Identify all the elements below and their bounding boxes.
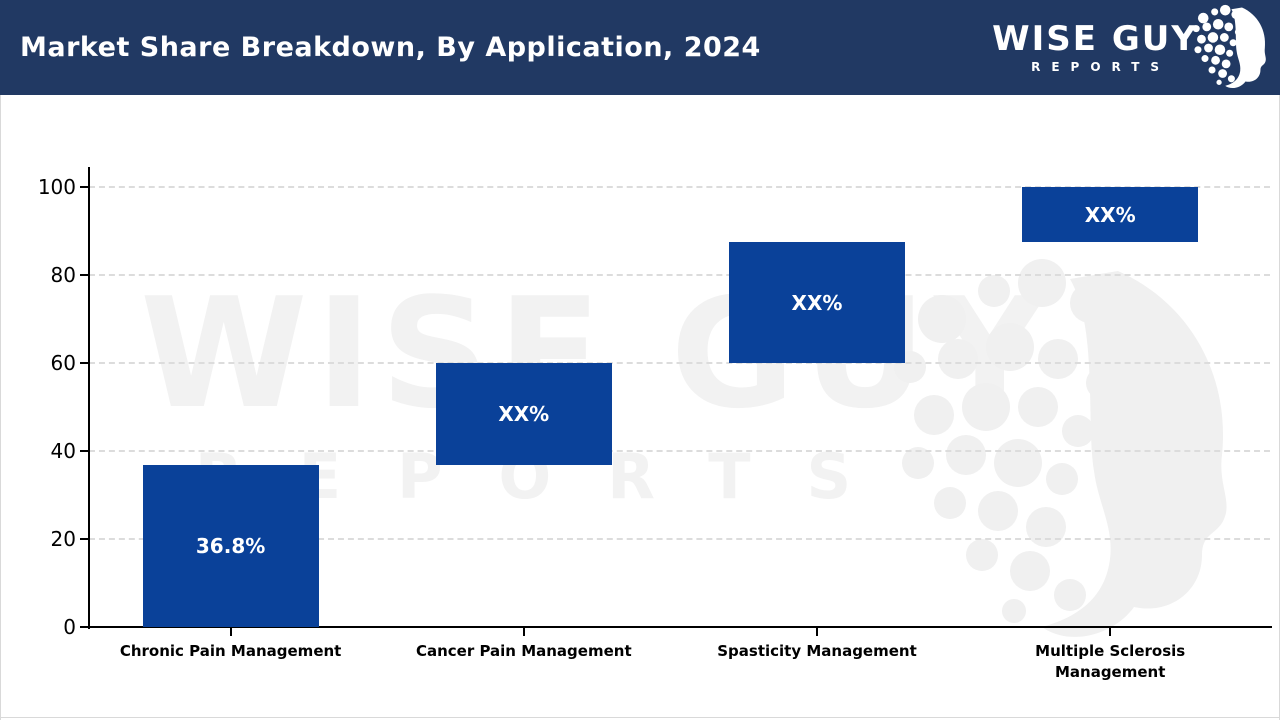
brand-subname: REPORTS: [1031, 59, 1171, 74]
y-tick-mark-0: [80, 626, 89, 628]
y-tick-label-60: 60: [50, 351, 76, 375]
bar-value-label: XX%: [1084, 202, 1136, 227]
y-tick-label-0: 0: [63, 615, 76, 639]
y-tick-mark-100: [80, 186, 89, 188]
y-tick-mark-80: [80, 274, 89, 276]
y-tick-mark-40: [80, 450, 89, 452]
x-tick-mark-3: [1109, 627, 1112, 636]
category-label: Multiple Sclerosis Management: [1035, 642, 1186, 681]
page-border-bottom: [0, 717, 1280, 718]
dotted-head-icon: [1192, 4, 1266, 88]
bar-segment: XX%: [1022, 187, 1199, 242]
y-tick-label-80: 80: [50, 263, 76, 287]
gridline-40: [89, 450, 1270, 452]
category-label: Cancer Pain Management: [415, 642, 632, 660]
y-tick-label-20: 20: [50, 527, 76, 551]
y-tick-label-40: 40: [50, 439, 76, 463]
brand-name: WISE GUY: [992, 18, 1198, 59]
x-tick-mark-0: [229, 627, 232, 636]
page-title: Market Share Breakdown, By Application, …: [20, 32, 761, 63]
y-tick-label-100: 100: [37, 175, 76, 199]
bar-value-label: XX%: [791, 290, 843, 315]
gridline-60: [89, 362, 1270, 364]
brand-logo: WISE GUY REPORTS: [992, 4, 1280, 92]
gridline-100: [89, 186, 1270, 188]
bar-value-label: XX%: [498, 402, 550, 427]
bar-segment: XX%: [729, 242, 905, 363]
y-axis-line: [88, 167, 90, 629]
y-tick-mark-60: [80, 362, 89, 364]
x-tick-mark-1: [522, 627, 525, 636]
bar-value-label: 36.8%: [195, 534, 266, 559]
x-tick-mark-2: [816, 627, 818, 636]
category-label: Chronic Pain Management: [119, 642, 342, 660]
bar-segment: 36.8%: [142, 465, 319, 627]
x-axis-line: [88, 626, 1272, 628]
category-label: Spasticity Management: [717, 642, 917, 660]
gridline-80: [89, 274, 1270, 276]
header: Market Share Breakdown, By Application, …: [0, 0, 1280, 95]
brand-logo-text: WISE GUY REPORTS: [992, 22, 1198, 74]
y-tick-mark-20: [80, 538, 89, 540]
page-border-left: [0, 95, 1, 720]
gridline-20: [89, 538, 1270, 540]
bar-segment: XX%: [435, 363, 612, 466]
